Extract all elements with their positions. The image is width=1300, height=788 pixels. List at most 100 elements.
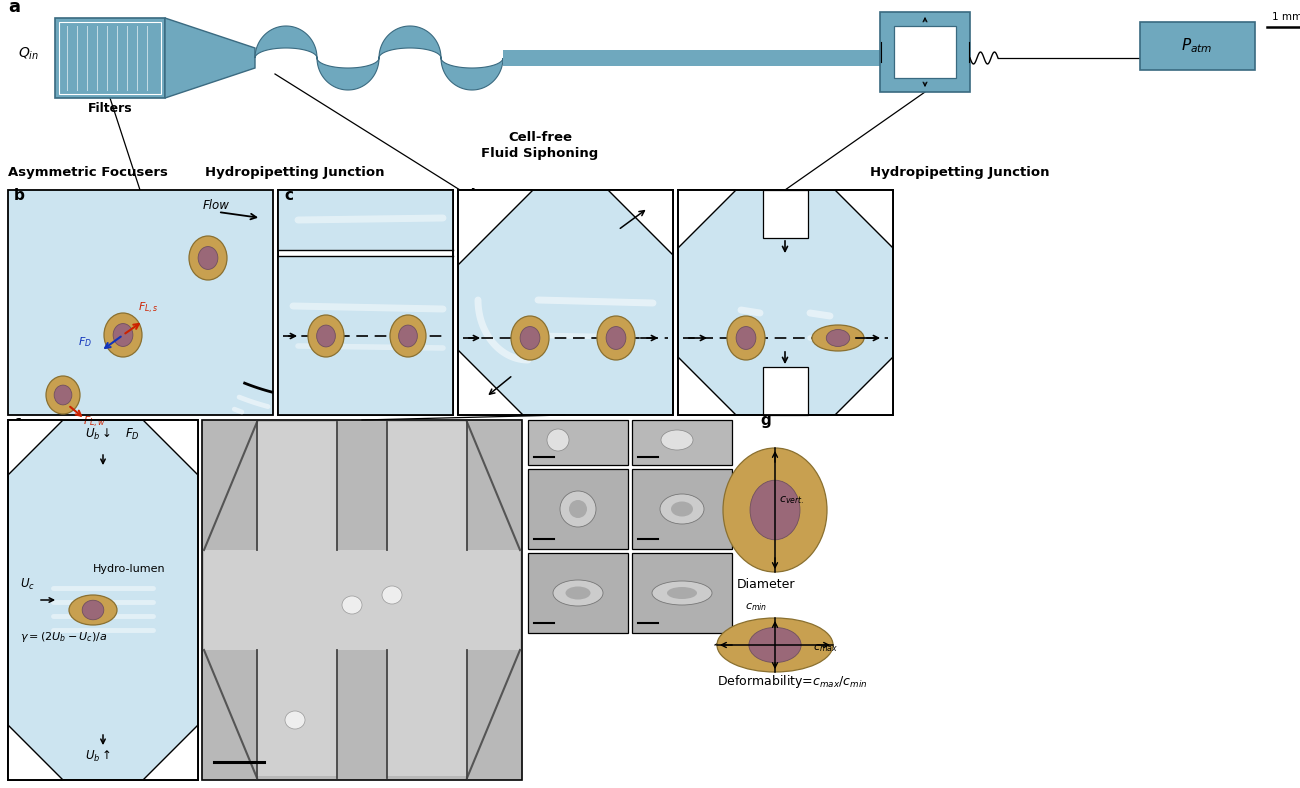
Bar — [202, 620, 523, 622]
Text: Cell-free
Fluid Siphoning: Cell-free Fluid Siphoning — [481, 131, 598, 160]
Text: $U_b\uparrow$: $U_b\uparrow$ — [84, 749, 110, 764]
Bar — [202, 752, 523, 754]
Ellipse shape — [46, 376, 81, 414]
Bar — [763, 190, 809, 238]
Ellipse shape — [671, 501, 693, 516]
Bar — [202, 468, 523, 470]
Polygon shape — [679, 190, 736, 248]
Ellipse shape — [812, 325, 864, 351]
Bar — [202, 730, 523, 732]
Bar — [202, 604, 523, 606]
Text: $c_{max}$: $c_{max}$ — [812, 642, 838, 654]
Bar — [202, 642, 523, 644]
Bar — [202, 420, 523, 780]
Text: f: f — [14, 418, 21, 433]
Bar — [202, 768, 523, 770]
Text: a: a — [8, 0, 20, 16]
Bar — [202, 420, 523, 422]
Ellipse shape — [390, 315, 426, 357]
Bar — [202, 648, 523, 650]
Ellipse shape — [511, 316, 549, 360]
Bar — [202, 514, 523, 516]
Text: $c_{vert.}$: $c_{vert.}$ — [779, 494, 805, 506]
Bar — [202, 516, 523, 518]
Bar — [278, 190, 452, 415]
Bar — [202, 670, 523, 672]
Bar — [202, 482, 523, 484]
Bar — [202, 632, 523, 634]
Bar — [202, 634, 523, 636]
Bar — [202, 616, 523, 618]
Bar — [202, 434, 523, 436]
Ellipse shape — [317, 325, 335, 347]
Bar — [202, 552, 523, 554]
Bar — [202, 726, 523, 728]
Polygon shape — [8, 420, 62, 475]
Bar — [202, 538, 523, 540]
Bar — [202, 758, 523, 760]
Bar — [202, 676, 523, 678]
Bar — [458, 190, 673, 415]
Bar — [528, 469, 628, 549]
Bar — [202, 694, 523, 696]
Ellipse shape — [104, 313, 142, 357]
Bar — [202, 580, 523, 582]
Bar — [202, 712, 523, 714]
Bar — [202, 602, 523, 604]
Bar — [202, 452, 523, 454]
Bar — [278, 190, 452, 250]
Bar — [202, 742, 523, 744]
Polygon shape — [143, 725, 198, 780]
Bar — [202, 430, 523, 432]
Bar — [202, 612, 523, 614]
Bar — [202, 498, 523, 500]
Bar — [202, 446, 523, 448]
Bar — [202, 664, 523, 666]
Bar — [202, 618, 523, 620]
Bar — [202, 704, 523, 706]
Ellipse shape — [606, 326, 625, 349]
Bar — [763, 367, 809, 415]
Bar — [202, 776, 523, 778]
Polygon shape — [608, 190, 673, 255]
Bar — [202, 574, 523, 576]
Bar — [528, 553, 628, 633]
Text: b: b — [14, 188, 25, 203]
Text: $F_{L,s}$: $F_{L,s}$ — [138, 301, 159, 316]
Bar — [202, 754, 523, 756]
Bar — [202, 478, 523, 480]
Bar — [257, 650, 337, 776]
Ellipse shape — [569, 500, 588, 518]
Ellipse shape — [727, 316, 764, 360]
Polygon shape — [8, 725, 62, 780]
Bar — [202, 548, 523, 550]
Bar — [202, 690, 523, 692]
Bar — [202, 762, 523, 764]
Bar — [202, 508, 523, 510]
Polygon shape — [380, 26, 441, 58]
Bar — [202, 572, 523, 574]
Bar — [202, 636, 523, 638]
Bar — [202, 686, 523, 688]
Bar — [202, 716, 523, 718]
Bar — [202, 766, 523, 768]
Ellipse shape — [285, 711, 306, 729]
Text: Deformability=$c_{max}/c_{min}$: Deformability=$c_{max}/c_{min}$ — [718, 673, 867, 690]
Bar — [202, 570, 523, 572]
Bar — [202, 584, 523, 586]
Bar — [202, 494, 523, 496]
Bar — [202, 492, 523, 494]
Bar — [503, 50, 880, 66]
Bar — [202, 760, 523, 762]
Polygon shape — [165, 18, 255, 98]
Bar — [387, 422, 467, 550]
Bar — [880, 12, 970, 92]
Bar — [202, 476, 523, 478]
Bar — [679, 190, 893, 415]
Bar — [8, 190, 273, 415]
Ellipse shape — [308, 315, 344, 357]
Bar — [202, 592, 523, 594]
Bar — [202, 688, 523, 690]
Bar — [202, 520, 523, 522]
Bar — [202, 598, 523, 600]
